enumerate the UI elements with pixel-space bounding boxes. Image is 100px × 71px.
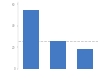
Bar: [23, 10, 39, 69]
Bar: [77, 49, 93, 69]
Bar: [50, 41, 66, 69]
